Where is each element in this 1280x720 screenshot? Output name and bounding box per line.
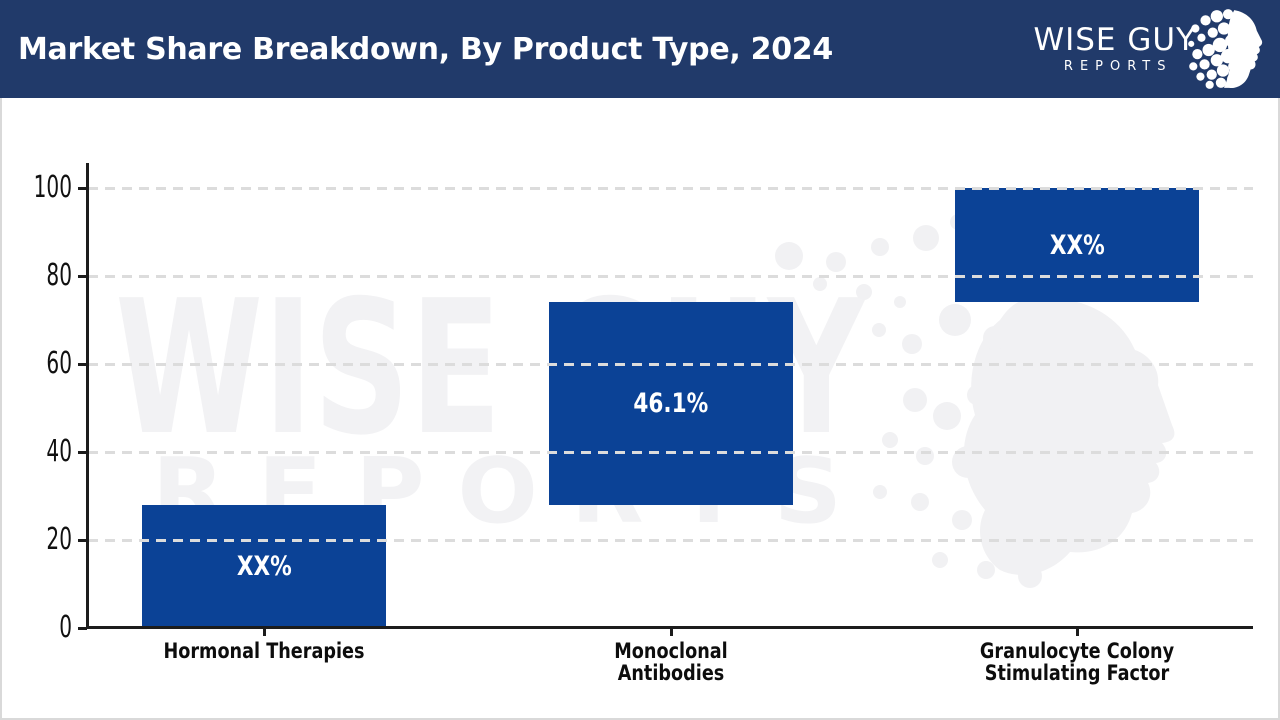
decorative-dot: [1225, 34, 1238, 47]
decorative-dot: [994, 434, 1018, 458]
decorative-dot: [1018, 564, 1042, 588]
decorative-dot: [1013, 351, 1031, 369]
decorative-dot: [775, 242, 803, 270]
x-tick-0: [262, 628, 266, 636]
decorative-dot: [952, 510, 972, 530]
decorative-dot: [902, 334, 922, 354]
decorative-dot: [894, 296, 906, 308]
gridline-20: [88, 538, 1253, 542]
bar-segment-0: XX%: [142, 505, 386, 628]
decorative-dot: [1197, 33, 1206, 42]
decorative-dot: [1222, 9, 1234, 20]
decorative-dot: [826, 252, 846, 272]
y-tick-100: [78, 186, 87, 190]
x-tick-2: [1075, 628, 1079, 636]
header-bar: Market Share Breakdown, By Product Type,…: [0, 0, 1280, 98]
page-title: Market Share Breakdown, By Product Type,…: [18, 31, 833, 67]
decorative-dot: [1227, 74, 1236, 83]
decorative-dot: [1228, 61, 1239, 72]
bar-value-label: XX%: [1049, 229, 1105, 261]
y-tick-60: [78, 362, 87, 366]
decorative-dot: [1199, 59, 1210, 70]
decorative-dot: [932, 552, 948, 568]
y-tick-label-100: 100: [33, 170, 72, 205]
y-tick-80: [78, 274, 87, 278]
gridline-100: [88, 186, 1253, 190]
logo-reports-label: REPORTS: [1063, 59, 1173, 74]
decorative-dot: [1189, 62, 1198, 71]
decorative-dot: [882, 432, 898, 448]
x-tick-label-0: Hormonal Therapies: [163, 639, 365, 663]
y-tick-label-60: 60: [46, 346, 72, 381]
y-tick-label-40: 40: [46, 434, 72, 469]
wiseguy-logo-text: WISE GUY REPORTS: [1033, 22, 1196, 74]
decorative-dot: [1212, 37, 1228, 53]
y-tick-label-80: 80: [46, 258, 72, 293]
bar-value-label: XX%: [236, 551, 292, 583]
decorative-dot: [1216, 64, 1230, 77]
decorative-dot: [1207, 27, 1218, 38]
decorative-dot: [1215, 77, 1227, 88]
gridline-40: [88, 450, 1253, 454]
decorative-dot: [871, 238, 889, 256]
decorative-dot: [1205, 80, 1214, 89]
decorative-dot: [873, 485, 887, 499]
decorative-dot: [977, 561, 995, 579]
y-axis-line: [86, 163, 89, 628]
decorative-dot: [1206, 69, 1217, 80]
x-tick-label-2: Granulocyte Colony Stimulating Factor: [979, 639, 1175, 686]
y-tick-20: [78, 538, 87, 542]
decorative-dot: [983, 326, 1007, 350]
gridline-60: [88, 362, 1253, 366]
decorative-dot: [856, 284, 872, 300]
decorative-dot: [1191, 24, 1200, 33]
decorative-dot: [1210, 54, 1223, 67]
decorative-dot: [1220, 49, 1236, 64]
decorative-dot: [911, 493, 929, 511]
decorative-dot: [813, 277, 827, 291]
decorative-dot: [1210, 10, 1223, 23]
bar-segment-2: XX%: [955, 188, 1199, 303]
y-tick-40: [78, 450, 87, 454]
wiseguy-logo-face-icon: [1188, 9, 1263, 89]
gridline-80: [88, 274, 1253, 278]
y-tick-label-20: 20: [46, 522, 72, 557]
logo-wiseguy-label: WISE GUY: [1033, 22, 1196, 58]
wiseguy-logo: WISE GUY REPORTS: [1033, 6, 1266, 92]
decorative-dot: [913, 225, 939, 251]
y-tick-0: [78, 626, 87, 630]
decorative-dot: [967, 385, 987, 405]
decorative-dot: [1192, 49, 1203, 60]
decorative-dot: [903, 388, 927, 412]
decorative-dot: [1196, 72, 1205, 81]
x-axis-line: [86, 626, 1253, 629]
decorative-dot: [939, 304, 971, 336]
bar-segment-1: 46.1%: [549, 302, 793, 506]
decorative-dot: [1188, 40, 1195, 47]
x-tick-1: [669, 628, 673, 636]
decorative-dot: [1217, 22, 1231, 35]
decorative-dot: [1202, 43, 1215, 57]
x-tick-label-1: Monoclonal Antibodies: [614, 639, 728, 686]
decorative-dot: [1200, 15, 1211, 26]
bar-value-label: 46.1%: [633, 388, 709, 420]
y-tick-label-0: 0: [59, 610, 72, 645]
decorative-dot: [933, 402, 961, 430]
decorative-dot: [872, 323, 886, 337]
decorative-dot: [988, 518, 1016, 546]
